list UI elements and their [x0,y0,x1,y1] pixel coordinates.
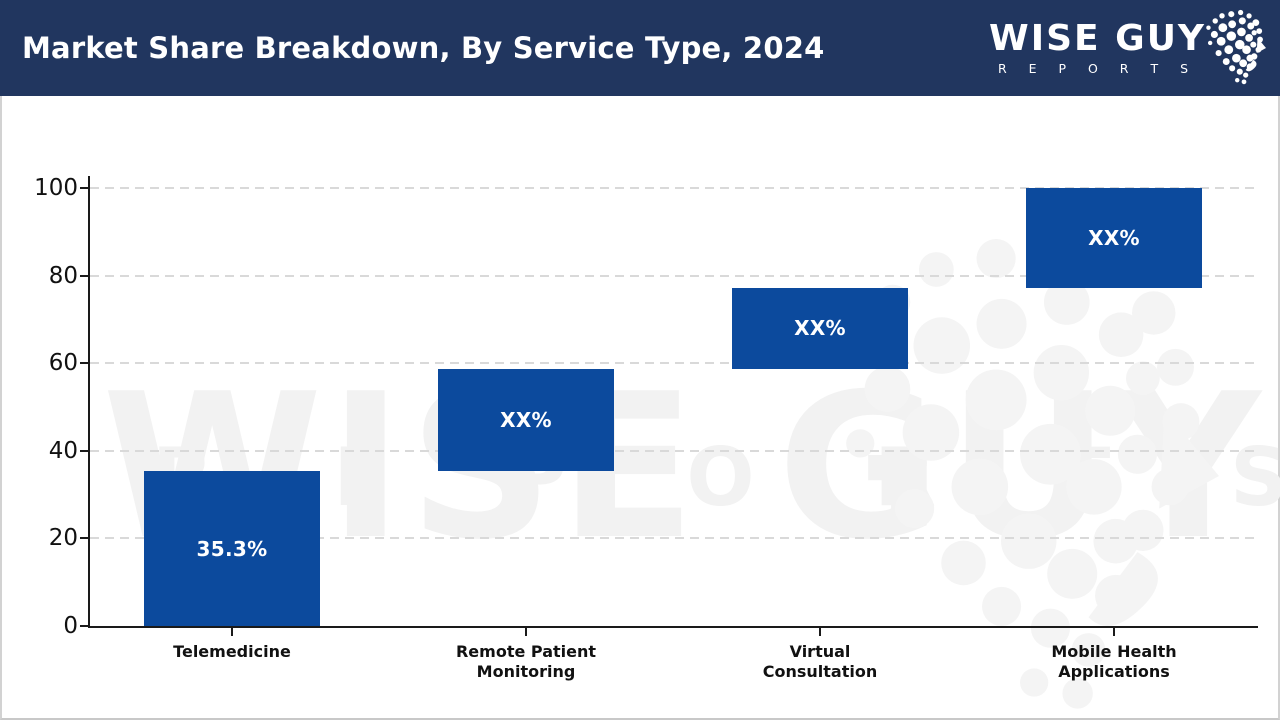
logo-name: WISE GUY [988,17,1206,59]
grid-line [90,537,1254,540]
x-axis-tick [231,628,233,636]
x-axis-line [88,626,1258,628]
grid-line [90,274,1254,277]
grid-line [90,449,1254,452]
y-axis-tick [80,362,88,365]
bar: 35.3% [144,471,320,626]
x-category-label: Telemedicine [173,642,291,661]
y-tick-label: 40 [48,437,78,464]
bar: XX% [438,368,614,472]
logo-subname: R E P O R T S [997,60,1198,76]
chart-canvas: WISE GUY R E P O R T S 0 20 40 60 80 100 35.3%… [0,96,1280,720]
bar-value-label: XX% [500,408,552,433]
chart-title: Market Share Breakdown, By Service Type,… [22,31,825,65]
x-category-label: Remote Patient Monitoring [455,642,597,681]
x-axis-tick [525,628,527,636]
y-axis-tick [80,449,88,452]
x-category-label: Mobile Health Applications [1051,642,1177,681]
x-axis-tick [1113,628,1115,636]
bar-value-label: XX% [794,316,846,341]
y-tick-label: 80 [48,262,78,289]
x-category-label: Virtual Consultation [762,642,878,681]
bar-value-label: XX% [1088,225,1140,250]
grid-line [90,187,1254,189]
bar: XX% [732,287,908,369]
logo-text: WISE GUY R E P O R T S [988,17,1206,76]
y-tick-label: 0 [63,613,78,639]
y-axis-tick [80,625,88,627]
y-axis-tick [80,537,88,540]
bar: XX% [1026,188,1202,288]
logo-face-icon [1200,8,1266,88]
y-tick-label: 60 [48,350,78,377]
y-axis-tick [80,274,88,277]
y-tick-label: 20 [48,525,78,552]
y-axis-tick [80,187,88,189]
grid-line [90,362,1254,365]
wise-guy-reports-logo: WISE GUY R E P O R T S [989,8,1266,88]
y-tick-label: 100 [34,175,78,201]
x-axis-tick [819,628,821,636]
y-axis-line [88,176,90,628]
header-bar: Market Share Breakdown, By Service Type,… [0,0,1280,96]
bar-value-label: 35.3% [196,536,268,561]
